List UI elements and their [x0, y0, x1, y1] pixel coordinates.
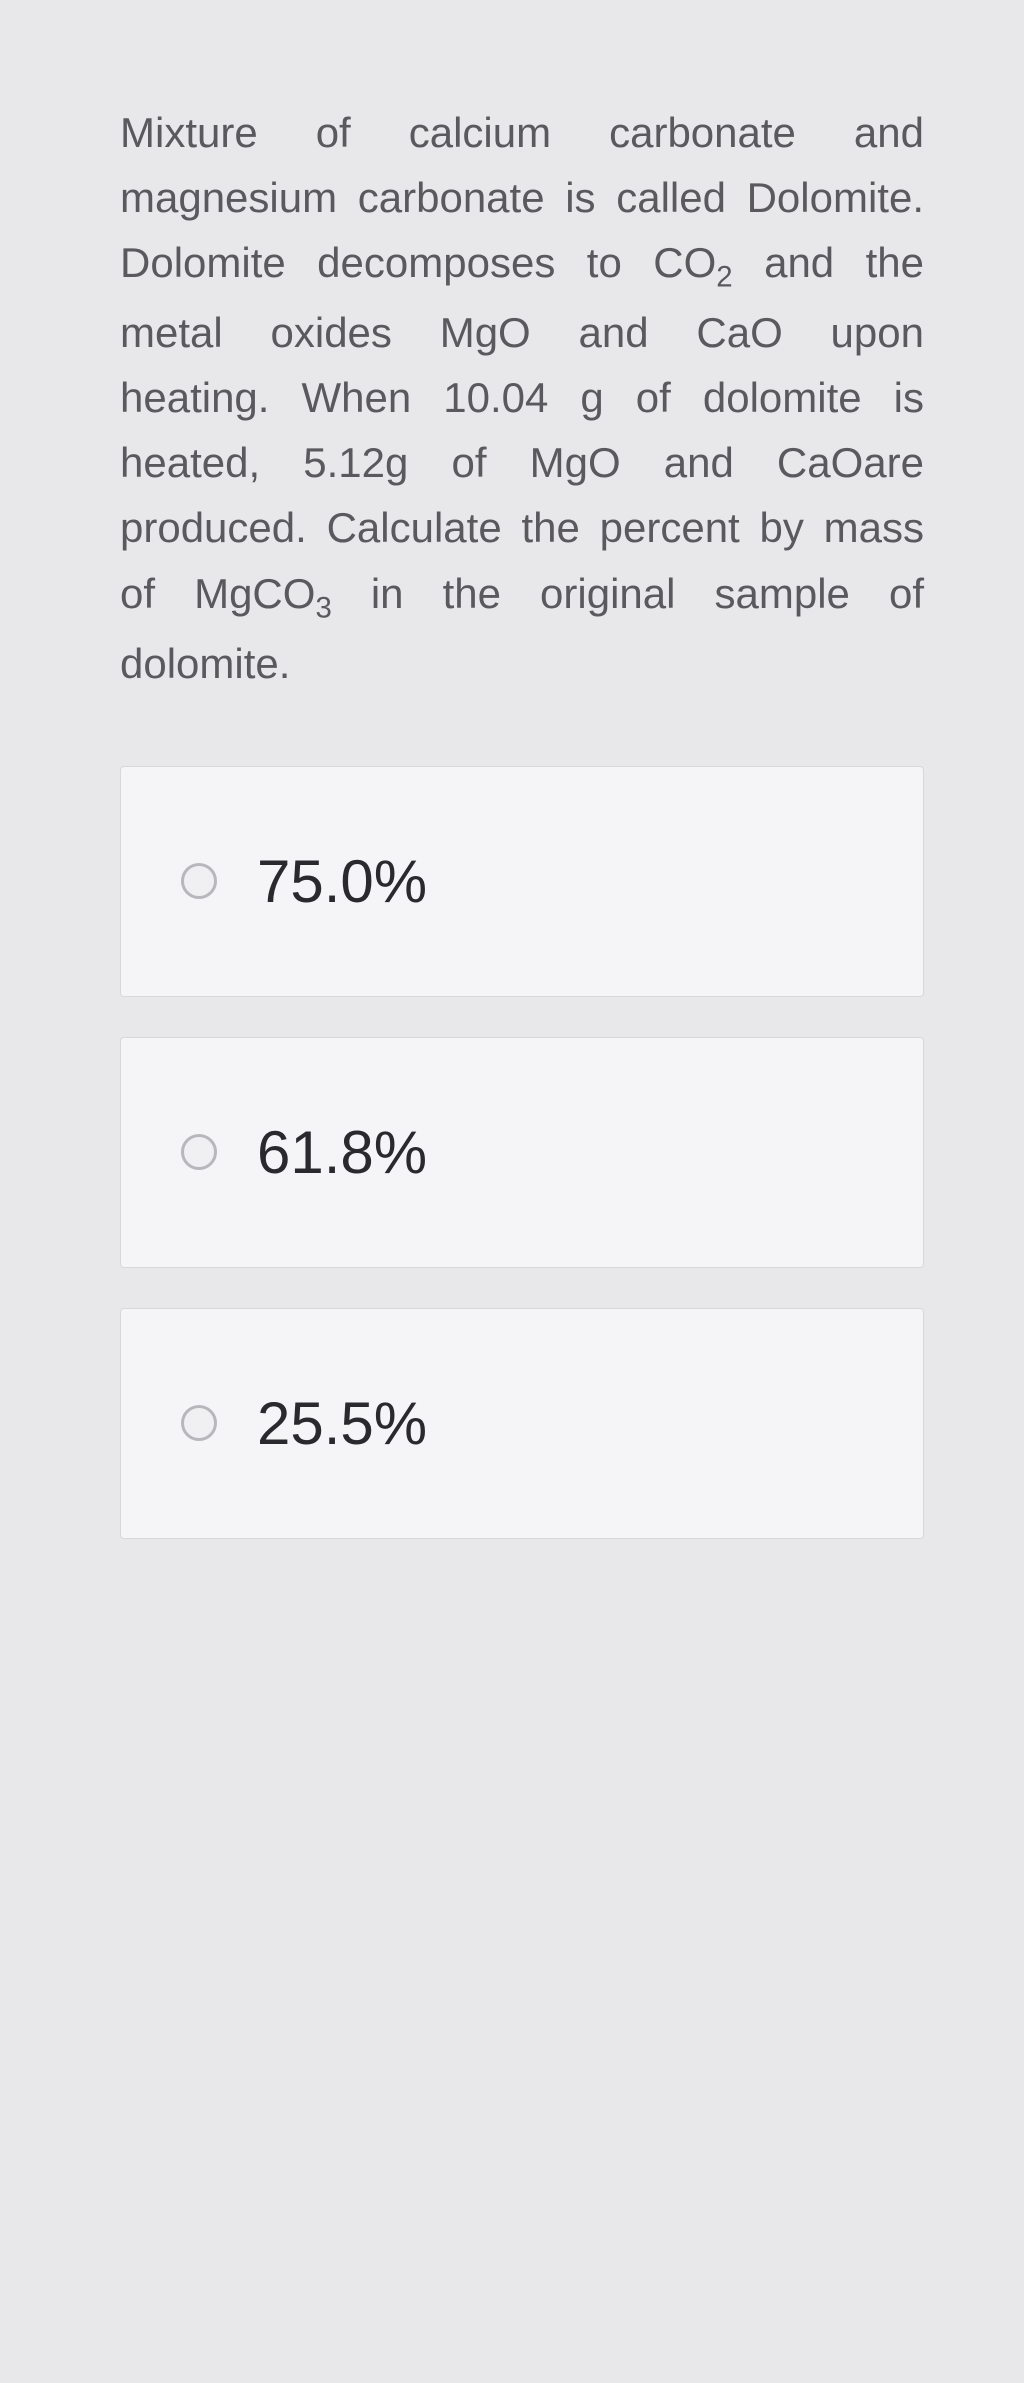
option-box[interactable]: 61.8%: [120, 1037, 924, 1268]
radio-icon[interactable]: [181, 1405, 217, 1441]
question-part-2: and the metal oxides MgO and CaO upon he…: [120, 239, 924, 616]
subscript-2: 3: [315, 591, 331, 624]
option-box[interactable]: 25.5%: [120, 1308, 924, 1539]
option-label: 25.5%: [257, 1389, 427, 1458]
subscript-1: 2: [716, 261, 732, 294]
options-container: 75.0% 61.8% 25.5%: [120, 766, 924, 1539]
option-label: 61.8%: [257, 1118, 427, 1187]
option-box[interactable]: 75.0%: [120, 766, 924, 997]
radio-icon[interactable]: [181, 863, 217, 899]
option-label: 75.0%: [257, 847, 427, 916]
radio-icon[interactable]: [181, 1134, 217, 1170]
question-text: Mixture of calcium carbonate and magnesi…: [120, 100, 924, 696]
